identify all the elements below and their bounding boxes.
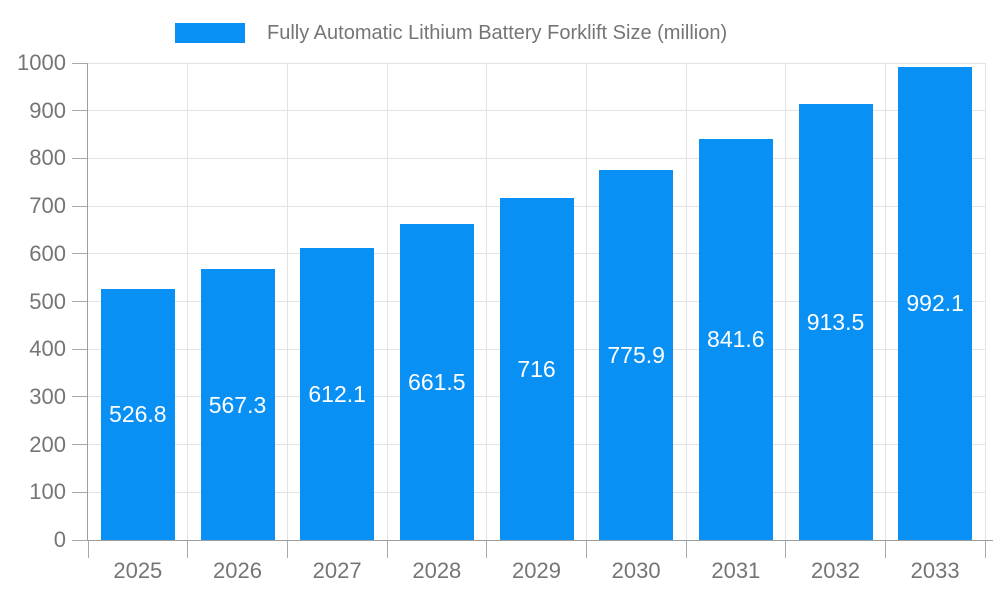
bar[interactable] — [300, 248, 375, 540]
y-tick — [72, 253, 88, 255]
bar-value-label: 716 — [517, 356, 556, 383]
x-tick — [884, 540, 886, 558]
x-tick — [984, 540, 986, 558]
y-axis-label: 400 — [29, 336, 66, 362]
y-axis-label: 300 — [29, 383, 66, 409]
y-tick — [72, 157, 88, 159]
y-tick — [72, 301, 88, 302]
bar-value-label: 775.9 — [607, 341, 665, 368]
y-axis-line — [87, 63, 88, 540]
y-tick — [72, 348, 88, 350]
y-axis-label: 1000 — [17, 50, 66, 75]
v-gridline — [984, 63, 986, 540]
y-tick — [72, 491, 88, 493]
x-axis-line — [87, 540, 993, 541]
x-tick — [87, 540, 89, 558]
x-axis-label: 2029 — [512, 558, 561, 583]
v-gridline — [187, 63, 189, 540]
bar[interactable] — [499, 198, 574, 540]
y-tick — [72, 205, 88, 207]
x-axis-label: 2031 — [711, 558, 761, 583]
y-tick — [72, 62, 88, 64]
y-axis-label: 0 — [53, 527, 66, 552]
v-gridline — [884, 63, 886, 540]
y-tick — [72, 110, 88, 112]
bar[interactable] — [798, 104, 873, 540]
bar-value-label: 913.5 — [806, 309, 865, 336]
bar[interactable] — [399, 224, 474, 540]
v-gridline — [486, 63, 488, 540]
y-axis-label: 600 — [29, 240, 66, 266]
y-axis-label: 900 — [29, 97, 66, 123]
x-axis-label: 2026 — [213, 558, 262, 583]
bar-value-label: 612.1 — [308, 381, 366, 407]
x-axis-label: 2025 — [113, 558, 163, 583]
v-gridline — [585, 63, 587, 540]
x-tick — [685, 540, 687, 558]
x-tick — [187, 540, 189, 558]
legend-label[interactable]: Fully Automatic Lithium Battery Forklift… — [267, 22, 728, 44]
y-axis-label: 800 — [29, 145, 66, 171]
x-tick — [585, 540, 587, 558]
x-tick — [386, 540, 388, 558]
x-tick — [486, 540, 488, 558]
x-axis-label: 2027 — [312, 558, 362, 583]
h-gridline — [88, 157, 985, 159]
y-tick — [72, 396, 88, 398]
bar[interactable] — [599, 169, 674, 540]
bar-value-label: 841.6 — [707, 326, 765, 353]
bar-value-label: 661.5 — [408, 369, 466, 396]
x-axis-label: 2028 — [412, 558, 462, 583]
y-axis-label: 100 — [29, 479, 66, 505]
bar[interactable] — [200, 269, 275, 540]
bar-value-label: 992.1 — [906, 290, 964, 317]
y-axis-label: 200 — [29, 431, 66, 457]
y-tick — [72, 539, 88, 541]
bar-value-label: 567.3 — [208, 391, 267, 418]
x-axis-label: 2032 — [811, 558, 860, 583]
y-axis-label: 700 — [29, 193, 66, 219]
x-tick — [785, 540, 787, 558]
x-axis-label: 2033 — [910, 558, 960, 583]
v-gridline — [685, 63, 687, 540]
h-gridline — [88, 110, 985, 112]
v-gridline — [286, 63, 288, 540]
v-gridline — [386, 63, 388, 540]
legend[interactable]: Fully Automatic Lithium Battery Forklift… — [175, 22, 727, 44]
bar[interactable] — [898, 66, 973, 540]
v-gridline — [785, 63, 787, 540]
y-axis-label: 500 — [29, 288, 66, 314]
x-tick — [286, 540, 288, 558]
x-axis-label: 2030 — [611, 558, 661, 583]
legend-swatch[interactable] — [175, 23, 245, 43]
bar[interactable] — [100, 288, 175, 540]
h-gridline — [88, 62, 985, 64]
bar[interactable] — [698, 138, 773, 540]
y-tick — [72, 444, 88, 446]
bar-value-label: 526.8 — [109, 401, 167, 428]
